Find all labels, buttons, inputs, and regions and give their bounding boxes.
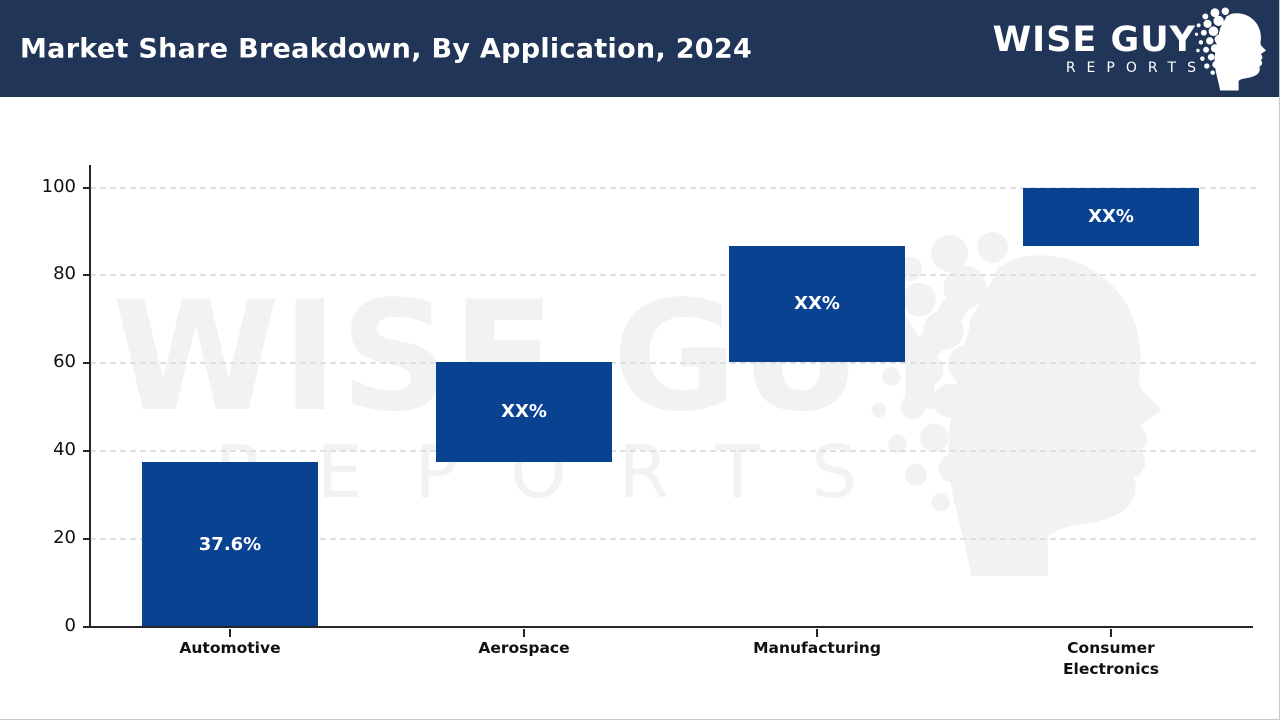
bar-aerospace: XX% (436, 361, 612, 462)
gridline (90, 186, 1256, 189)
x-axis-tick (523, 629, 525, 637)
bar-automotive: 37.6% (142, 461, 318, 627)
y-axis-tick-label: 40 (53, 439, 76, 461)
category-label-consumer-electronics: Consumer Electronics (1062, 639, 1160, 678)
logo-face-icon (1194, 7, 1266, 91)
gridline (90, 538, 1256, 541)
bar-value-label: XX% (1088, 206, 1134, 228)
y-axis-tick-label: 80 (53, 263, 76, 285)
y-axis-tick (83, 274, 90, 277)
gridline (90, 362, 1256, 365)
category-label-automotive: Automotive (179, 639, 281, 657)
logo-subtitle: REPORTS (1065, 60, 1207, 76)
category-label-aerospace: Aerospace (478, 639, 570, 657)
x-axis-tick (816, 629, 818, 637)
gridline (90, 274, 1256, 277)
y-axis-tick (83, 538, 90, 541)
category-label-manufacturing: Manufacturing (753, 639, 881, 657)
bar-value-label: XX% (794, 293, 840, 315)
x-axis-line (83, 626, 1253, 628)
gridline (90, 450, 1256, 453)
page-title: Market Share Breakdown, By Application, … (20, 33, 753, 64)
y-axis-tick (83, 450, 90, 453)
bar-manufacturing: XX% (729, 246, 905, 362)
bar-value-label: XX% (501, 401, 547, 423)
header-bar: Market Share Breakdown, By Application, … (0, 0, 1280, 97)
bar-value-label: 37.6% (198, 533, 262, 555)
bar-consumer-electronics: XX% (1023, 187, 1199, 247)
y-axis-tick-label: 100 (41, 175, 76, 197)
logo-wordmark: WISE GUY (992, 20, 1196, 60)
y-axis-tick-label: 20 (53, 527, 76, 549)
y-axis-tick-label: 0 (64, 615, 76, 636)
y-axis-tick-label: 60 (53, 351, 76, 373)
wise-guy-logo: WISE GUY REPORTS (993, 6, 1266, 92)
x-axis-tick (229, 629, 231, 637)
y-axis-tick (83, 186, 90, 189)
y-axis-line (89, 165, 91, 628)
y-axis-tick (83, 362, 90, 365)
x-axis-tick (1110, 629, 1112, 637)
